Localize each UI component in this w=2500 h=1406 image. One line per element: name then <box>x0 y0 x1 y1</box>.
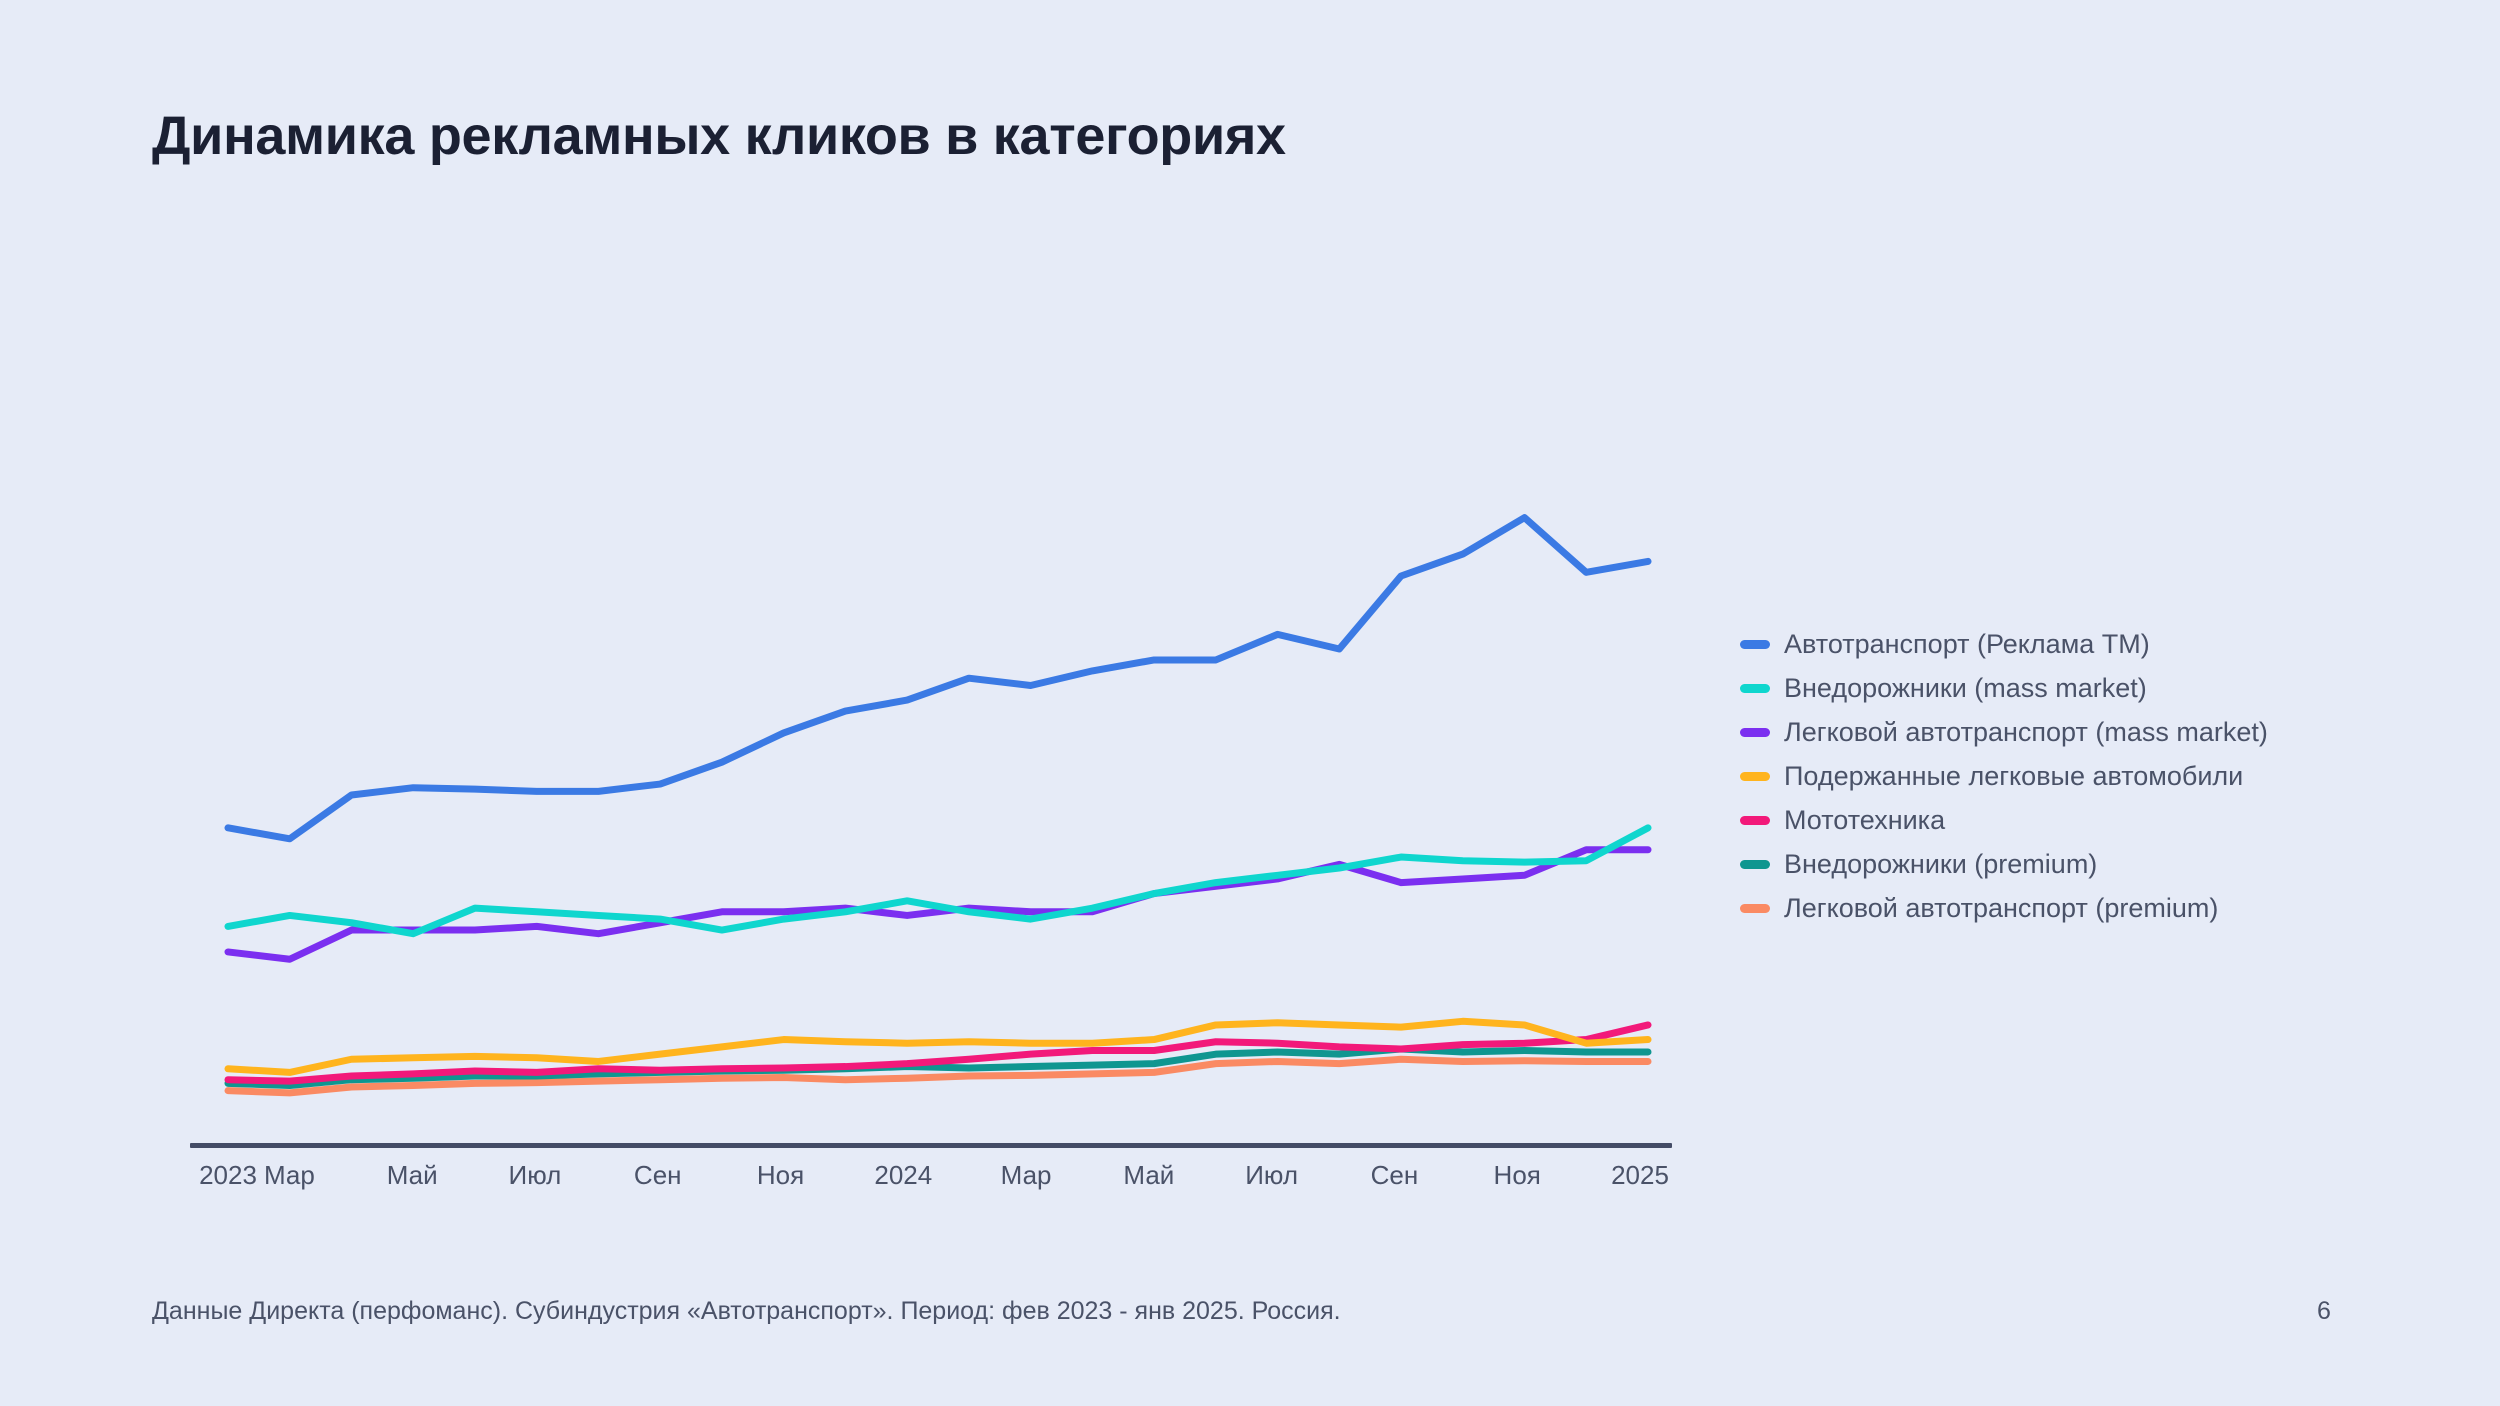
chart-series-line <box>228 850 1648 960</box>
chart-series-line <box>228 1025 1648 1081</box>
x-axis-tick-label: 2024 <box>874 1160 933 1190</box>
chart-series-line <box>228 1021 1648 1072</box>
line-chart <box>190 430 1680 1160</box>
x-axis-tick-label: Мар <box>1000 1160 1052 1190</box>
x-axis-tick-label: Ноя <box>1493 1160 1541 1190</box>
x-axis-tick-label: Мар <box>263 1160 315 1190</box>
legend-item[interactable]: Внедорожники (mass market) <box>1740 666 2400 710</box>
legend-color-swatch-icon <box>1740 683 1770 693</box>
chart-series-line <box>228 828 1648 934</box>
legend-item-label: Автотранспорт (Реклама ТМ) <box>1784 629 2150 659</box>
legend-item[interactable]: Подержанные легковые автомобили <box>1740 754 2400 798</box>
x-axis-tick-label: Май <box>1123 1160 1175 1190</box>
legend-item-label: Внедорожники (mass market) <box>1784 673 2147 703</box>
legend-item-label: Легковой автотранспорт (premium) <box>1784 893 2219 923</box>
legend-item-label: Мототехника <box>1784 805 1946 835</box>
legend-item-label: Внедорожники (premium) <box>1784 849 2098 879</box>
legend-item[interactable]: Мототехника <box>1740 798 2400 842</box>
legend-item[interactable]: Легковой автотранспорт (mass market) <box>1740 710 2400 754</box>
legend-item[interactable]: Внедорожники (premium) <box>1740 842 2400 886</box>
legend-item[interactable]: Автотранспорт (Реклама ТМ) <box>1740 622 2400 666</box>
x-axis-line <box>190 1143 1672 1148</box>
legend-color-swatch-icon <box>1740 815 1770 825</box>
chart-series-line <box>228 518 1648 839</box>
legend-item[interactable]: Легковой автотранспорт (premium) <box>1740 886 2400 930</box>
x-axis-tick-label: 2025 <box>1611 1160 1669 1190</box>
x-axis-tick-label: Май <box>386 1160 438 1190</box>
x-axis-tick-label: Ноя <box>756 1160 805 1190</box>
x-axis-tick-label: Июл <box>1245 1160 1299 1190</box>
x-axis-tick-labels: 2023 Мар Май Июл Сен Ноя 2024 Мар Май Июл Сен Ноя 20… <box>190 1158 1672 1198</box>
legend-color-swatch-icon <box>1740 639 1770 649</box>
page-title: Динамика рекламных кликов в категориях <box>152 106 1286 167</box>
x-axis-tick-label: Июл <box>508 1160 562 1190</box>
legend-color-swatch-icon <box>1740 771 1770 781</box>
x-axis-tick-label: Сен <box>633 1160 682 1190</box>
x-axis-tick-label: Сен <box>1370 1160 1419 1190</box>
footer-source-note: Данные Директа (перфоманс). Субиндустрия… <box>152 1297 1341 1325</box>
page-number: 6 <box>2317 1297 2331 1325</box>
chart-legend: Автотранспорт (Реклама ТМ) Внедорожники (… <box>1740 622 2400 930</box>
legend-item-label: Подержанные легковые автомобили <box>1784 761 2244 791</box>
chart-series-line <box>228 1059 1648 1093</box>
x-axis-tick-label: 2023 <box>199 1160 257 1190</box>
legend-color-swatch-icon <box>1740 859 1770 869</box>
legend-color-swatch-icon <box>1740 727 1770 737</box>
chart-plot-area <box>190 430 1680 1160</box>
legend-color-swatch-icon <box>1740 903 1770 913</box>
legend-item-label: Легковой автотранспорт (mass market) <box>1784 717 2268 747</box>
